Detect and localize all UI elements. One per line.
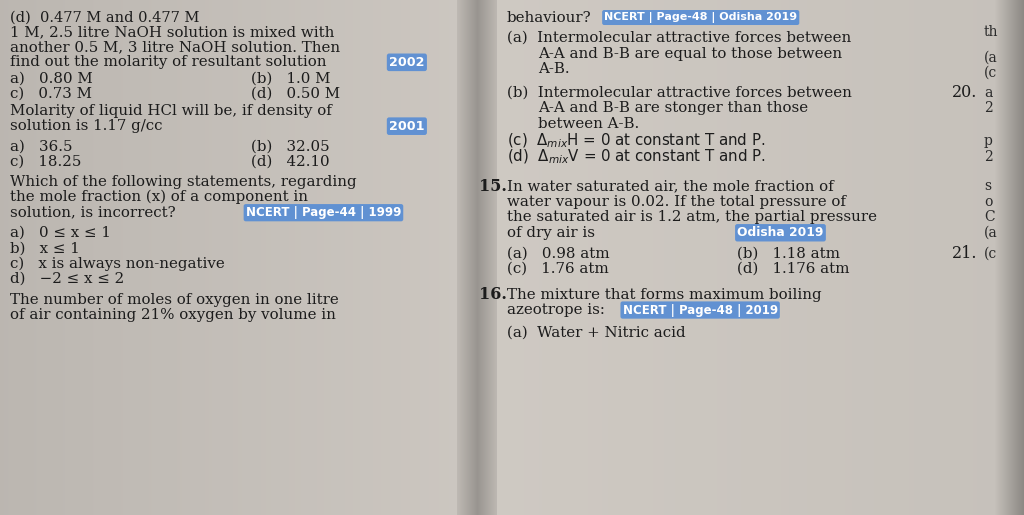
Text: (a)  Water + Nitric acid: (a) Water + Nitric acid: [507, 325, 685, 339]
Text: s: s: [984, 179, 991, 194]
Text: The mixture that forms maximum boiling: The mixture that forms maximum boiling: [507, 287, 821, 302]
Text: 2001: 2001: [389, 119, 425, 133]
Text: c)   18.25: c) 18.25: [10, 154, 82, 169]
Text: (c)   1.76 atm: (c) 1.76 atm: [507, 262, 608, 276]
Text: 15.: 15.: [479, 178, 507, 195]
Text: 21.: 21.: [952, 245, 978, 262]
Text: (b)   32.05: (b) 32.05: [251, 139, 330, 153]
Text: behaviour?: behaviour?: [507, 10, 592, 25]
Text: Which of the following statements, regarding: Which of the following statements, regar…: [10, 175, 357, 189]
Text: NCERT | Page-48 | 2019: NCERT | Page-48 | 2019: [623, 303, 777, 317]
Text: solution, is incorrect?: solution, is incorrect?: [10, 205, 176, 220]
Text: the saturated air is 1.2 atm, the partial pressure: the saturated air is 1.2 atm, the partia…: [507, 210, 877, 225]
Text: b)   x ≤ 1: b) x ≤ 1: [10, 241, 80, 255]
Text: between A-B.: between A-B.: [538, 116, 639, 131]
Text: (b)  Intermolecular attractive forces between: (b) Intermolecular attractive forces bet…: [507, 85, 852, 100]
Text: (b)   1.0 M: (b) 1.0 M: [251, 71, 331, 85]
Text: a)   36.5: a) 36.5: [10, 139, 73, 153]
Text: water vapour is 0.02. If the total pressure of: water vapour is 0.02. If the total press…: [507, 195, 846, 209]
Text: solution is 1.17 g/cc: solution is 1.17 g/cc: [10, 119, 163, 133]
Text: d)   −2 ≤ x ≤ 2: d) −2 ≤ x ≤ 2: [10, 272, 125, 286]
Text: C: C: [984, 210, 994, 225]
Text: another 0.5 M, 3 litre NaOH solution. Then: another 0.5 M, 3 litre NaOH solution. Th…: [10, 40, 340, 55]
Text: NCERT | Page-48 | Odisha 2019: NCERT | Page-48 | Odisha 2019: [604, 12, 798, 23]
Text: (d)   0.50 M: (d) 0.50 M: [251, 87, 340, 101]
Text: (d)   1.176 atm: (d) 1.176 atm: [737, 262, 850, 276]
Text: a)   0.80 M: a) 0.80 M: [10, 71, 93, 85]
Text: A-B.: A-B.: [538, 62, 569, 76]
Text: a: a: [984, 85, 992, 100]
Text: the mole fraction (x) of a component in: the mole fraction (x) of a component in: [10, 190, 308, 204]
Text: 2002: 2002: [389, 56, 425, 69]
Text: of air containing 21% oxygen by volume in: of air containing 21% oxygen by volume i…: [10, 308, 336, 322]
Text: (c)  $\Delta_{mix}$H = 0 at constant T and P.: (c) $\Delta_{mix}$H = 0 at constant T an…: [507, 132, 765, 150]
Text: (d)  $\Delta_{mix}$V = 0 at constant T and P.: (d) $\Delta_{mix}$V = 0 at constant T an…: [507, 147, 766, 166]
Text: (b)   1.18 atm: (b) 1.18 atm: [737, 246, 841, 261]
Text: o: o: [984, 195, 992, 209]
Text: c)   0.73 M: c) 0.73 M: [10, 87, 92, 101]
Text: NCERT | Page-44 | 1999: NCERT | Page-44 | 1999: [246, 206, 401, 219]
Text: In water saturated air, the mole fraction of: In water saturated air, the mole fractio…: [507, 179, 834, 194]
Text: (d)   42.10: (d) 42.10: [251, 154, 330, 169]
Text: 2: 2: [984, 149, 993, 164]
Text: find out the molarity of resultant solution: find out the molarity of resultant solut…: [10, 55, 327, 70]
Text: 2: 2: [984, 101, 993, 115]
Text: 20.: 20.: [952, 84, 978, 101]
Text: Molarity of liquid HCl will be, if density of: Molarity of liquid HCl will be, if densi…: [10, 104, 332, 118]
Text: (c: (c: [984, 246, 997, 261]
Text: (c: (c: [984, 66, 997, 80]
Text: 16.: 16.: [479, 286, 507, 303]
Text: azeotrope is:: azeotrope is:: [507, 303, 605, 317]
Text: Odisha 2019: Odisha 2019: [737, 226, 823, 239]
Text: A-A and B-B are equal to those between: A-A and B-B are equal to those between: [538, 46, 842, 61]
Text: The number of moles of oxygen in one litre: The number of moles of oxygen in one lit…: [10, 293, 339, 307]
Text: (a: (a: [984, 50, 997, 65]
Text: of dry air is: of dry air is: [507, 226, 595, 240]
Text: 1 M, 2.5 litre NaOH solution is mixed with: 1 M, 2.5 litre NaOH solution is mixed wi…: [10, 25, 335, 40]
Text: p: p: [984, 134, 993, 148]
Text: (a)  Intermolecular attractive forces between: (a) Intermolecular attractive forces bet…: [507, 31, 851, 45]
Text: (d)  0.477 M and 0.477 M: (d) 0.477 M and 0.477 M: [10, 10, 200, 25]
Text: th: th: [984, 25, 998, 40]
Text: (a: (a: [984, 226, 997, 240]
Text: a)   0 ≤ x ≤ 1: a) 0 ≤ x ≤ 1: [10, 226, 112, 240]
Text: c)   x is always non-negative: c) x is always non-negative: [10, 256, 225, 271]
Text: (a)   0.98 atm: (a) 0.98 atm: [507, 246, 609, 261]
Text: A-A and B-B are stonger than those: A-A and B-B are stonger than those: [538, 101, 808, 115]
